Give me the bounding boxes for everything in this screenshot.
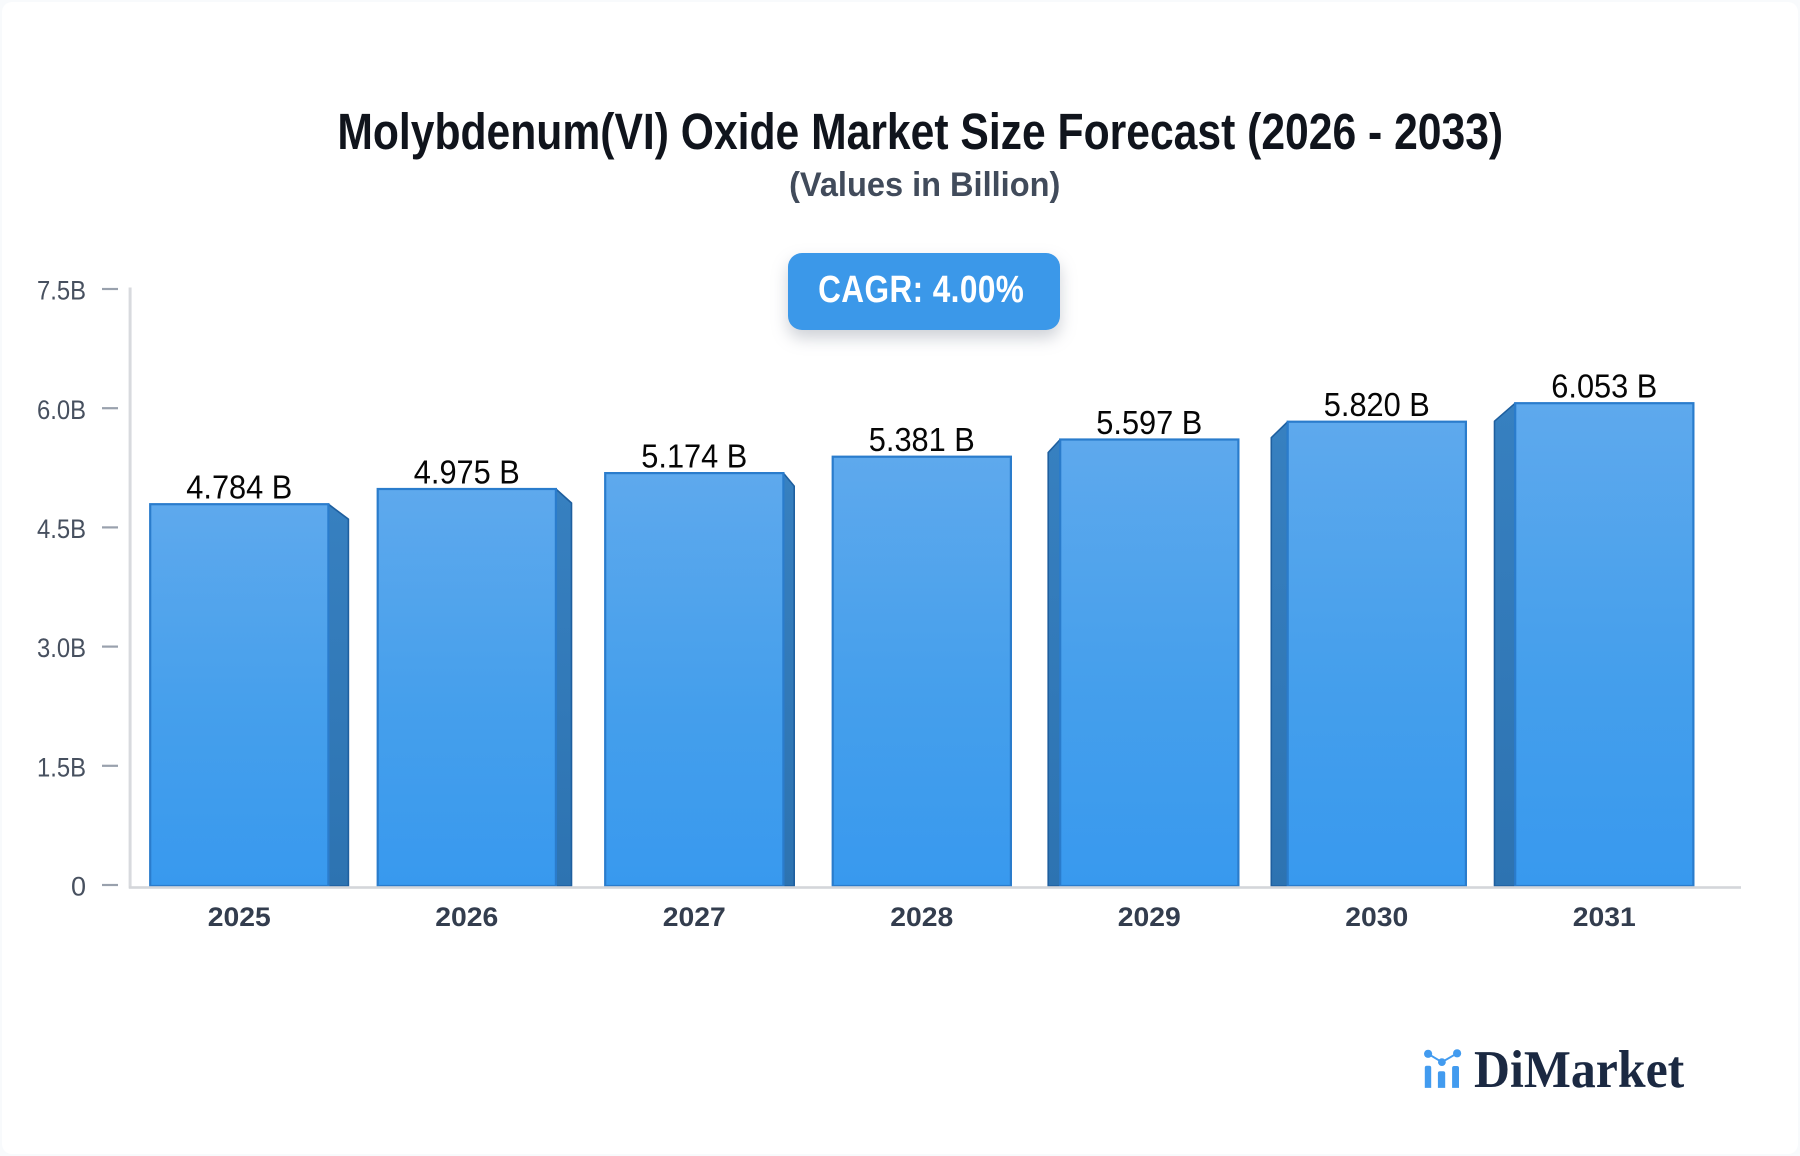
svg-text:5.381 B: 5.381 B — [869, 422, 975, 459]
svg-text:5.174 B: 5.174 B — [641, 439, 747, 476]
svg-text:2025: 2025 — [208, 902, 271, 932]
svg-text:2027: 2027 — [663, 902, 726, 932]
svg-text:6.0B: 6.0B — [37, 395, 86, 425]
svg-text:1.5B: 1.5B — [37, 752, 86, 782]
svg-text:6.053 B: 6.053 B — [1551, 369, 1657, 406]
svg-text:5.820 B: 5.820 B — [1324, 387, 1430, 424]
svg-text:3.0B: 3.0B — [37, 633, 86, 663]
svg-text:2028: 2028 — [890, 902, 953, 932]
svg-text:7.5B: 7.5B — [37, 276, 86, 306]
svg-text:0: 0 — [71, 872, 86, 902]
svg-text:4.5B: 4.5B — [37, 514, 86, 544]
svg-text:4.975 B: 4.975 B — [414, 455, 520, 492]
svg-text:2029: 2029 — [1118, 902, 1181, 932]
svg-text:4.784 B: 4.784 B — [186, 470, 292, 507]
svg-text:2026: 2026 — [435, 902, 498, 932]
svg-text:5.597 B: 5.597 B — [1096, 405, 1202, 442]
svg-text:2031: 2031 — [1573, 902, 1636, 932]
svg-text:2030: 2030 — [1345, 902, 1408, 932]
